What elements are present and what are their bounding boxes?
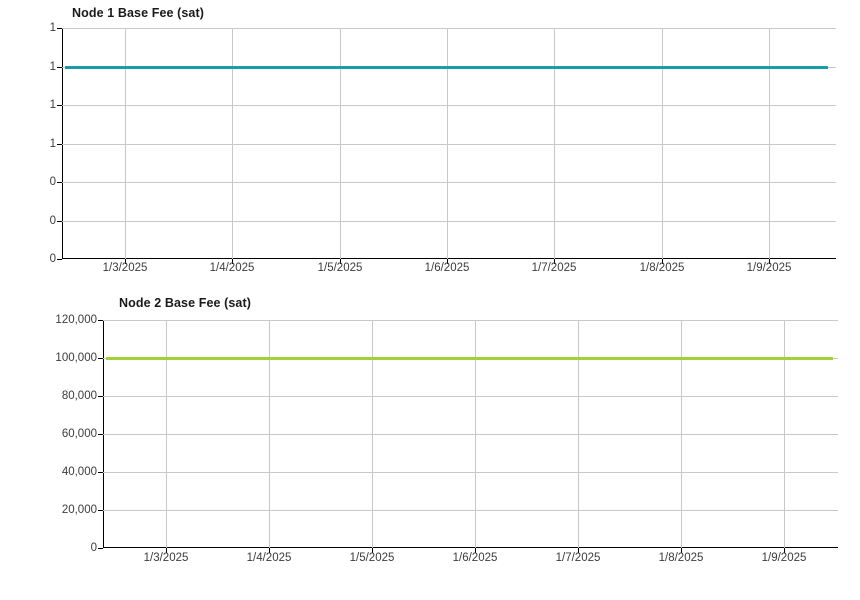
y-axis-tick — [98, 548, 103, 549]
y-axis-label: 1 — [49, 138, 56, 150]
x-axis-label: 1/4/2025 — [209, 262, 255, 274]
x-axis-tick — [166, 548, 167, 553]
y-axis-tick — [98, 472, 103, 473]
y-axis-tick — [57, 221, 62, 222]
x-axis-label: 1/5/2025 — [349, 552, 395, 564]
y-axis-label: 40,000 — [61, 466, 97, 478]
y-axis-tick — [98, 434, 103, 435]
vertical-gridline — [784, 320, 785, 548]
x-axis-label: 1/5/2025 — [317, 262, 363, 274]
y-axis-tick — [57, 182, 62, 183]
y-axis-label: 0 — [49, 215, 56, 227]
y-axis-label: 100,000 — [55, 352, 97, 364]
x-axis-label: 1/6/2025 — [452, 552, 498, 564]
x-axis-label: 1/8/2025 — [658, 552, 704, 564]
y-axis-label: 20,000 — [61, 504, 97, 516]
y-axis-label: 0 — [90, 542, 97, 554]
horizontal-gridline — [103, 320, 838, 321]
x-axis-label: 1/8/2025 — [639, 262, 685, 274]
x-axis-label: 1/3/2025 — [143, 552, 189, 564]
y-axis-label: 0 — [49, 176, 56, 188]
x-axis-tick — [578, 548, 579, 553]
chart-panel-node-1: Node 1 Base Fee (sat) 1 1 1 1 0 0 0 1/3/2025 1/4… — [0, 0, 860, 290]
x-axis-tick — [340, 259, 341, 264]
vertical-gridline — [232, 28, 233, 259]
vertical-gridline — [475, 320, 476, 548]
horizontal-gridline — [103, 396, 838, 397]
vertical-gridline — [769, 28, 770, 259]
x-axis-tick — [372, 548, 373, 553]
x-axis-line-node-1 — [62, 258, 836, 259]
vertical-gridline — [681, 320, 682, 548]
plot-area-node-2 — [98, 320, 838, 553]
y-axis-tick — [57, 105, 62, 106]
y-axis-label: 1 — [49, 99, 56, 111]
data-series-line — [106, 357, 833, 360]
horizontal-gridline — [103, 434, 838, 435]
chart-title-node-2: Node 2 Base Fee (sat) — [119, 296, 252, 310]
x-axis-tick — [232, 259, 233, 264]
vertical-gridline — [340, 28, 341, 259]
x-axis-tick — [554, 259, 555, 264]
y-axis-line-node-1 — [62, 28, 63, 259]
horizontal-gridline — [62, 144, 836, 145]
x-axis-tick — [475, 548, 476, 553]
x-axis-label: 1/9/2025 — [746, 262, 792, 274]
y-axis-tick — [57, 28, 62, 29]
plot-area-node-1 — [57, 28, 836, 264]
vertical-gridline — [166, 320, 167, 548]
y-axis-label: 80,000 — [61, 390, 97, 402]
vertical-gridline — [662, 28, 663, 259]
x-axis-tick — [125, 259, 126, 264]
x-axis-tick — [681, 548, 682, 553]
y-axis-label: 0 — [49, 253, 56, 265]
y-axis-label: 120,000 — [55, 314, 97, 326]
vertical-gridline — [125, 28, 126, 259]
vertical-gridline — [269, 320, 270, 548]
horizontal-gridline — [103, 472, 838, 473]
y-axis-tick — [57, 144, 62, 145]
vertical-gridline — [578, 320, 579, 548]
x-axis-tick — [662, 259, 663, 264]
y-axis-label: 1 — [49, 61, 56, 73]
horizontal-gridline — [62, 28, 836, 29]
vertical-gridline — [447, 28, 448, 259]
x-axis-tick — [447, 259, 448, 264]
x-axis-label: 1/3/2025 — [102, 262, 148, 274]
x-axis-label: 1/7/2025 — [555, 552, 601, 564]
horizontal-gridline — [103, 510, 838, 511]
x-axis-tick — [784, 548, 785, 553]
x-axis-label: 1/9/2025 — [761, 552, 807, 564]
y-axis-tick — [98, 396, 103, 397]
horizontal-gridline — [62, 182, 836, 183]
y-axis-tick — [57, 67, 62, 68]
horizontal-gridline — [62, 105, 836, 106]
x-axis-label: 1/7/2025 — [531, 262, 577, 274]
x-axis-tick — [269, 548, 270, 553]
x-axis-line-node-2 — [103, 547, 838, 548]
vertical-gridline — [372, 320, 373, 548]
y-axis-tick — [57, 259, 62, 260]
vertical-gridline — [554, 28, 555, 259]
x-axis-label: 1/4/2025 — [246, 552, 292, 564]
y-axis-tick — [98, 510, 103, 511]
data-series-line — [65, 66, 828, 69]
horizontal-gridline — [62, 221, 836, 222]
y-axis-label: 60,000 — [61, 428, 97, 440]
x-axis-label: 1/6/2025 — [424, 262, 470, 274]
chart-title-node-1: Node 1 Base Fee (sat) — [72, 6, 205, 20]
y-axis-tick — [98, 320, 103, 321]
x-axis-tick — [769, 259, 770, 264]
chart-panel-node-2: Node 2 Base Fee (sat) 120,000 100,000 80,0… — [0, 290, 860, 600]
y-axis-tick — [98, 358, 103, 359]
y-axis-label: 1 — [49, 22, 56, 34]
